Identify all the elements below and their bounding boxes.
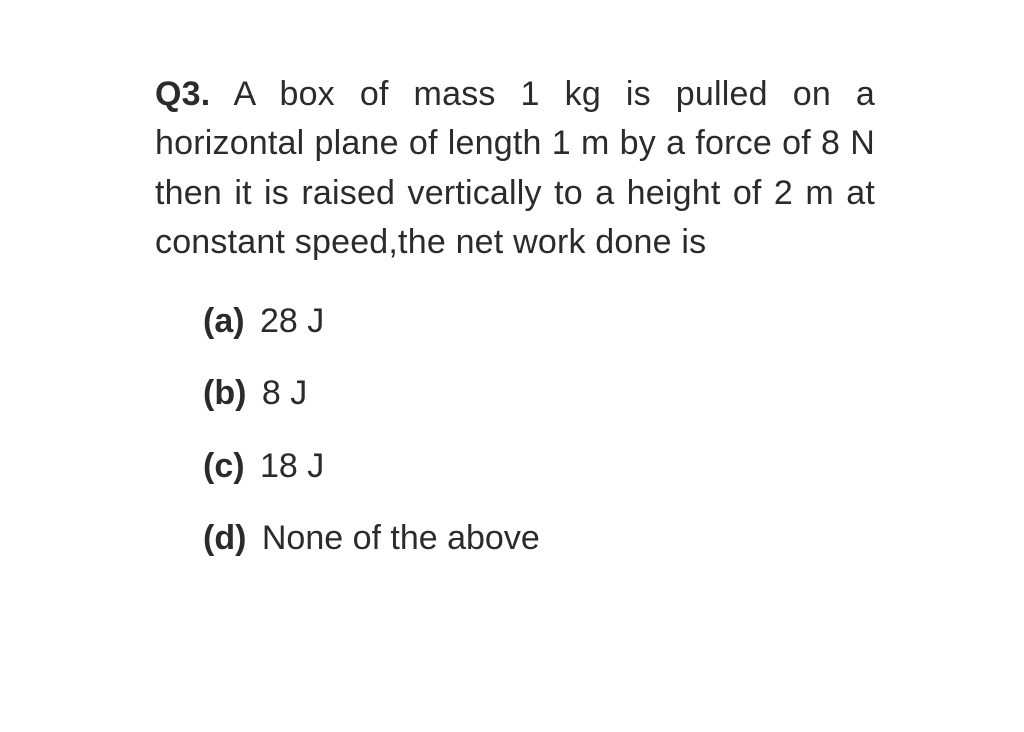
option-label: (c) bbox=[203, 447, 245, 485]
option-label: (b) bbox=[203, 374, 246, 412]
option-b: (b) 8 J bbox=[203, 371, 875, 415]
option-c: (c) 18 J bbox=[203, 444, 875, 488]
question-text: Q3. A box of mass 1 kg is pulled on a ho… bbox=[155, 70, 875, 267]
option-a: (a) 28 J bbox=[203, 299, 875, 343]
options-list: (a) 28 J (b) 8 J (c) 18 J (d) None of th… bbox=[203, 299, 875, 560]
option-text: 18 J bbox=[260, 447, 324, 485]
question-body: A box of mass 1 kg is pulled on a horizo… bbox=[155, 75, 875, 261]
question-block: Q3. A box of mass 1 kg is pulled on a ho… bbox=[155, 70, 875, 588]
option-label: (d) bbox=[203, 519, 246, 557]
option-text: 8 J bbox=[262, 374, 307, 412]
option-label: (a) bbox=[203, 302, 245, 340]
question-number: Q3. bbox=[155, 75, 210, 113]
option-d: (d) None of the above bbox=[203, 516, 875, 560]
option-text: None of the above bbox=[262, 519, 540, 557]
page: Q3. A box of mass 1 kg is pulled on a ho… bbox=[0, 0, 1024, 732]
option-text: 28 J bbox=[260, 302, 324, 340]
